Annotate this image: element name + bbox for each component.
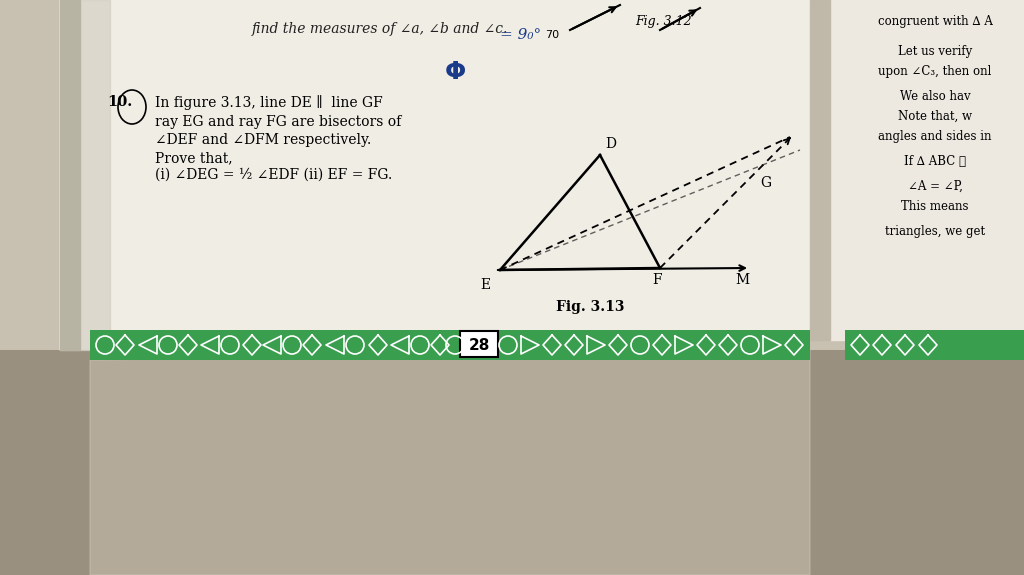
Text: angles and sides in: angles and sides in	[879, 130, 992, 143]
Bar	[0, 350, 1024, 575]
Polygon shape	[90, 350, 810, 575]
Text: ray EG and ray FG are bisectors of: ray EG and ray FG are bisectors of	[155, 115, 401, 129]
Polygon shape	[60, 0, 80, 350]
Text: Φ: Φ	[444, 60, 466, 84]
Text: upon ∠C₃, then onl: upon ∠C₃, then onl	[879, 65, 991, 78]
Text: triangles, we get: triangles, we get	[885, 225, 985, 238]
Text: (i) ∠DEG = ½ ∠EDF (ii) EF = FG.: (i) ∠DEG = ½ ∠EDF (ii) EF = FG.	[155, 168, 392, 182]
Text: congruent with ∆ A: congruent with ∆ A	[878, 15, 992, 28]
Text: We also hav: We also hav	[900, 90, 971, 103]
Text: If ∆ ABC ≅: If ∆ ABC ≅	[904, 155, 966, 168]
Text: F: F	[652, 273, 662, 287]
Text: This means: This means	[901, 200, 969, 213]
Text: Let us verify: Let us verify	[898, 45, 972, 58]
Text: ∠DEF and ∠DFM respectively.: ∠DEF and ∠DFM respectively.	[155, 133, 372, 147]
Polygon shape	[830, 0, 1024, 340]
Bar	[845, 330, 1024, 360]
Text: Fig. 3.12: Fig. 3.12	[635, 15, 691, 28]
Bar	[460, 331, 498, 357]
Text: M: M	[735, 273, 750, 287]
Text: 10.: 10.	[108, 95, 133, 109]
Polygon shape	[810, 0, 830, 340]
Text: Note that, w: Note that, w	[898, 110, 972, 123]
Polygon shape	[60, 0, 110, 350]
Text: Prove that,: Prove that,	[155, 151, 232, 165]
Text: 28: 28	[468, 338, 489, 352]
Bar	[90, 330, 810, 360]
Text: D: D	[605, 137, 616, 151]
Text: 70: 70	[545, 30, 559, 40]
Text: In figure 3.13, line DE ∥  line GF: In figure 3.13, line DE ∥ line GF	[155, 95, 383, 110]
Text: E: E	[480, 278, 490, 292]
Text: Fig. 3.13: Fig. 3.13	[556, 300, 625, 314]
Text: ∠A = ∠P,: ∠A = ∠P,	[907, 180, 963, 193]
Text: G: G	[760, 176, 771, 190]
Text: find the measures of ∠a, ∠b and ∠c.: find the measures of ∠a, ∠b and ∠c.	[252, 22, 508, 36]
Polygon shape	[60, 0, 810, 350]
Text: = 9₀°: = 9₀°	[500, 28, 541, 42]
